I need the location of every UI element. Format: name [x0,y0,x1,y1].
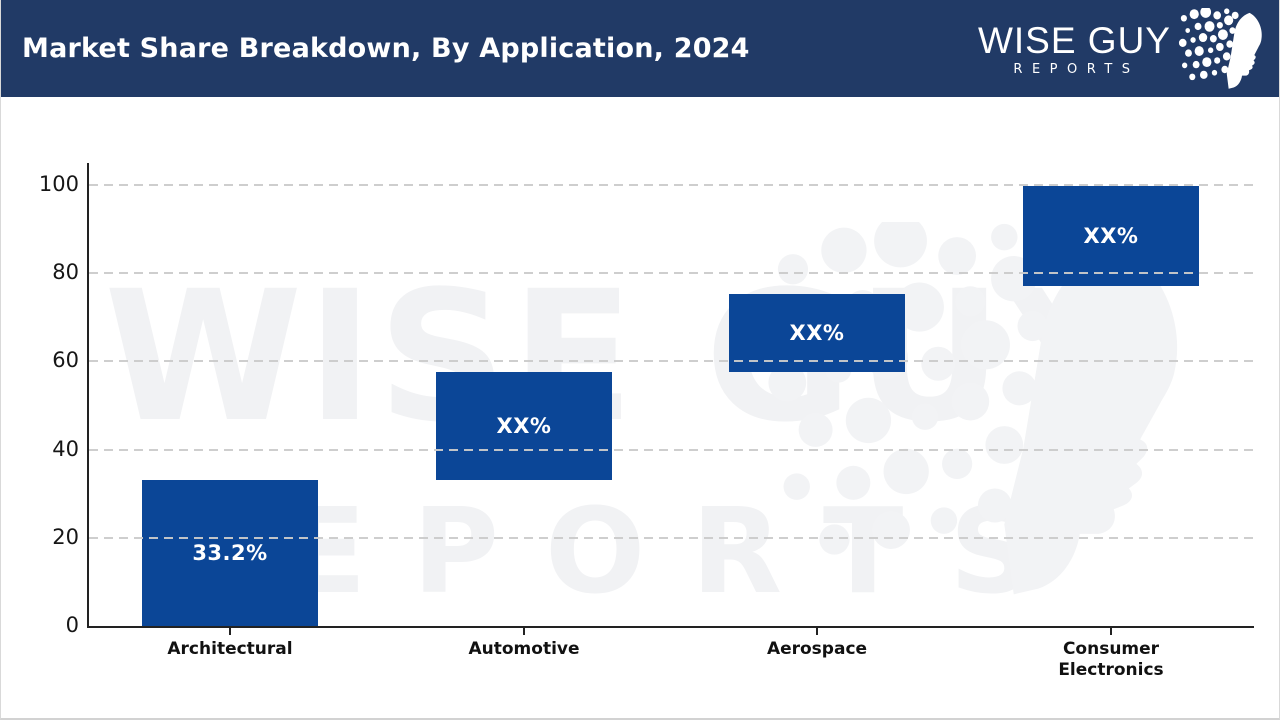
logo-sub-text: REPORTS [1013,61,1140,77]
gridline-40 [89,448,1254,451]
y-tick-label-80: 80 [52,260,79,285]
bar-value-label: 33.2% [192,540,268,565]
gridline-80 [89,272,1254,275]
y-tick-label-100: 100 [38,172,79,196]
y-tick-label-0: 0 [65,613,79,637]
logo-main-text: WISE GUY [977,19,1171,61]
x-tick-mark [816,628,818,635]
y-axis-line [87,163,89,628]
x-tick-mark [229,628,231,635]
gridline-100 [89,184,1254,186]
bar-automotive: XX% [436,372,612,480]
x-tick-mark [1110,628,1112,635]
logo-dot-face-icon [1178,7,1262,89]
bar-value-label: XX% [1083,224,1139,249]
y-tick-label-60: 60 [52,348,79,373]
gridline-20 [89,536,1254,539]
wiseguy-logo: WISE GUY REPORTS [978,7,1265,90]
y-tick-label-20: 20 [52,524,79,549]
watermark-text-main: WISE GUY [104,253,1142,462]
bar-value-label: XX% [789,321,845,346]
y-tick-label-40: 40 [52,436,79,461]
x-tick-mark [523,628,525,635]
header-bar: Market Share Breakdown, By Application, … [1,0,1279,97]
x-label-architectural: Architectural [167,639,293,659]
x-label-automotive: Automotive [468,639,580,659]
x-axis-line [87,626,1254,628]
bar-architectural: 33.2% [142,479,318,626]
gridline-60 [89,360,1254,363]
chart-title: Market Share Breakdown, By Application, … [22,33,750,64]
x-label-aerospace: Aerospace [766,639,868,659]
x-label-consumer-electronics: Consumer Electronics [1058,639,1164,681]
logo-wordmark: WISE GUY REPORTS [978,22,1171,76]
bar-value-label: XX% [496,414,552,438]
